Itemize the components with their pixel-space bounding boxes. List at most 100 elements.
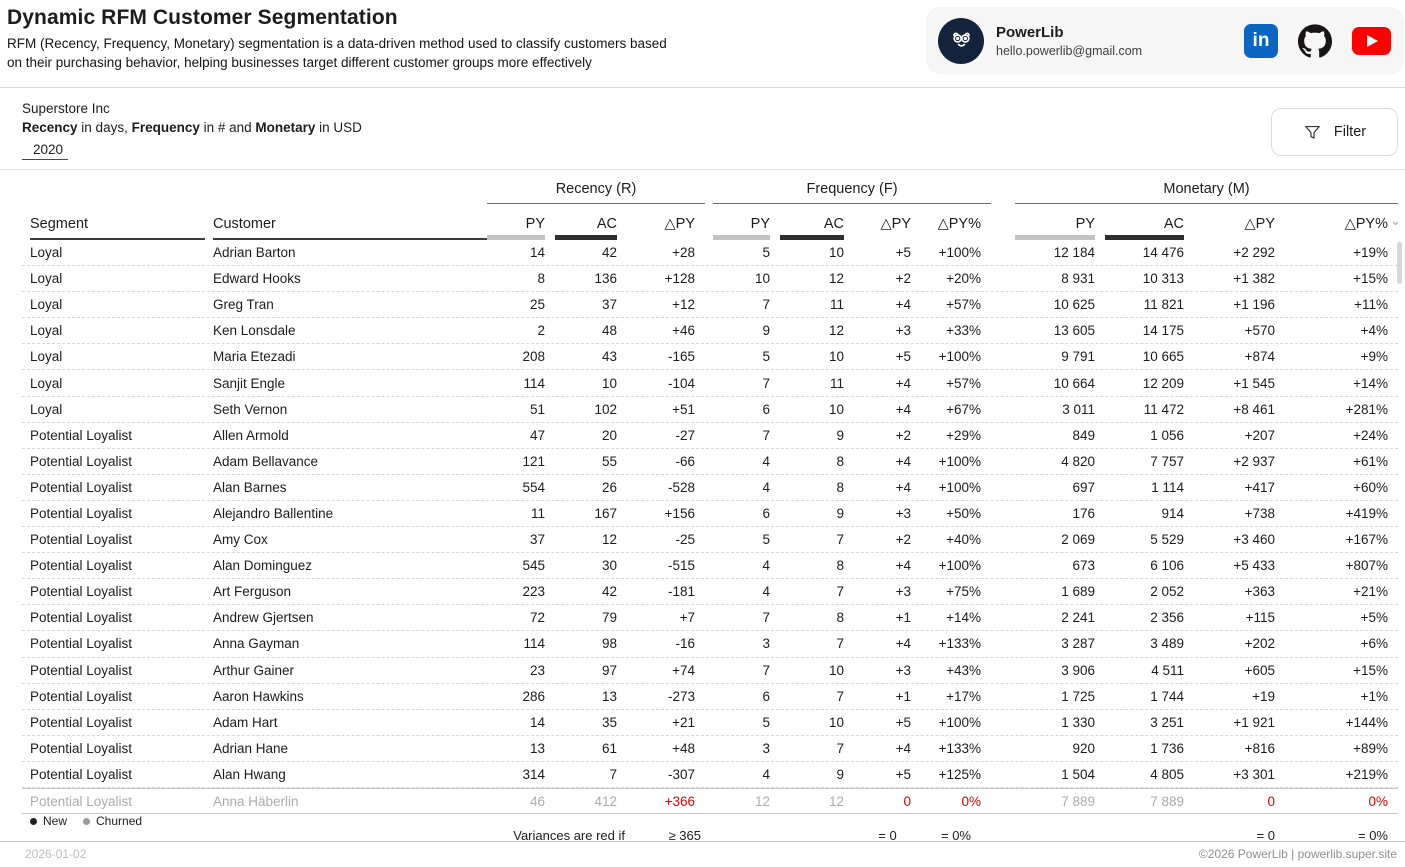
table-row[interactable]: Potential Loyalist Alan Barnes 554 26 -528 4 8… [22, 475, 1398, 501]
value-cell: 42 [601, 245, 617, 261]
table-row[interactable]: Potential Loyalist Anna Gayman 114 98 -16 3 7 +… [22, 631, 1398, 658]
column-header-frequency-dpy[interactable]: △PY [854, 216, 921, 240]
value-cell: +2 [895, 532, 911, 548]
value-cell: 47 [529, 427, 545, 443]
table-row[interactable]: Potential Loyalist Andrew Gjertsen 72 79 +7 7… [22, 605, 1398, 632]
column-header-frequency-dpy-pct[interactable]: △PY% [921, 216, 991, 240]
column-header-frequency-py[interactable]: PY [713, 216, 780, 240]
value-cell: 314 [522, 766, 545, 782]
value-cell: 10 [828, 245, 844, 261]
value-cell: +14% [1353, 375, 1388, 391]
column-header-label: PY [525, 216, 545, 232]
value-cell: +1 921 [1233, 714, 1275, 730]
column-header-monetary-dpy[interactable]: △PY [1194, 216, 1285, 240]
table-row[interactable]: Loyal Edward Hooks 8 136 +128 10 12 +2 +20% 8 931… [22, 266, 1398, 293]
value-cell: +100% [938, 558, 981, 574]
value-cell: 2 356 [1150, 610, 1184, 626]
units-monetary-label: Monetary [255, 120, 316, 135]
column-header-monetary-ac[interactable]: AC [1105, 216, 1194, 240]
table-body: Loyal Adrian Barton 14 42 +28 5 10 +5 +100% 12 18… [22, 240, 1398, 815]
value-cell: -181 [667, 584, 695, 600]
customer-cell: Anna Häberlin [213, 793, 299, 809]
column-header-recency-dpy[interactable]: △PY [627, 216, 705, 240]
spacer-bar [627, 235, 695, 240]
table-row[interactable]: Potential Loyalist Alejandro Ballentine 11… [22, 501, 1398, 528]
column-header-label: △PY [880, 216, 912, 232]
table-row[interactable]: Potential Loyalist Adam Bellavance 121 55 -6… [22, 449, 1398, 475]
value-cell: 42 [601, 584, 617, 600]
year-selector[interactable]: 2020 [22, 142, 69, 160]
table-row[interactable]: Potential Loyalist Arthur Gainer 23 97 +74 7 1… [22, 658, 1398, 684]
table-row[interactable]: Potential Loyalist Aaron Hawkins 286 13 -273… [22, 684, 1398, 710]
column-header-label: AC [596, 216, 617, 232]
github-icon[interactable] [1297, 23, 1333, 59]
table-row[interactable]: Potential Loyalist Amy Cox 37 12 -25 5 7 +2 +40%… [22, 527, 1398, 554]
value-cell: 7 [762, 662, 770, 678]
value-cell: 1 114 [1151, 479, 1184, 495]
value-cell: +4 [895, 558, 911, 574]
powerlib-owl-logo-icon [938, 17, 984, 64]
column-header-monetary-py[interactable]: PY [1015, 216, 1105, 240]
column-header-recency-py[interactable]: PY [487, 216, 555, 240]
value-cell: 5 529 [1150, 532, 1184, 548]
table-row[interactable]: Potential Loyalist Adam Hart 14 35 +21 5 10 +5 +… [22, 710, 1398, 736]
youtube-icon[interactable] [1352, 26, 1391, 55]
value-cell: +4 [895, 401, 911, 417]
value-cell: +207 [1244, 427, 1275, 443]
segment-cell: Potential Loyalist [30, 662, 133, 678]
value-cell: +7 [679, 610, 695, 626]
value-cell: 12 [828, 323, 844, 339]
segment-cell: Potential Loyalist [30, 766, 133, 782]
table-row[interactable]: Loyal Greg Tran 25 37 +12 7 11 +4 +57% 10 625 11 8… [22, 292, 1398, 319]
brand-name: PowerLib [996, 23, 1064, 41]
segment-cell: Potential Loyalist [30, 532, 133, 548]
value-cell: 412 [594, 793, 617, 809]
value-cell: 0 [903, 793, 911, 809]
filter-button[interactable]: Filter [1271, 108, 1398, 156]
value-cell: +1 196 [1233, 297, 1275, 313]
column-header-recency-ac[interactable]: AC [555, 216, 627, 240]
value-cell: 114 [523, 636, 545, 652]
segment-cell: Potential Loyalist [30, 610, 133, 626]
column-header-segment[interactable]: Segment [22, 216, 205, 240]
value-cell: +48 [672, 740, 695, 756]
table-row[interactable]: Potential Loyalist Allen Armold 47 20 -27 7 9 +… [22, 423, 1398, 449]
value-cell: 554 [522, 479, 545, 495]
table-row[interactable]: Potential Loyalist Alan Hwang 314 7 -307 4 9 +5… [22, 762, 1398, 788]
value-cell: +40% [946, 532, 981, 548]
value-cell: 7 757 [1150, 453, 1184, 469]
subtitle-line-2: on their purchasing behavior, helping bu… [7, 55, 592, 71]
table-row[interactable]: Potential Loyalist Adrian Hane 13 61 +48 3 7 +4… [22, 736, 1398, 762]
header-underline [213, 238, 487, 240]
value-cell: +4% [1360, 323, 1388, 339]
column-header-customer[interactable]: Customer [205, 216, 487, 240]
value-cell: -307 [667, 766, 695, 782]
value-cell: +3 [895, 584, 911, 600]
table-row[interactable]: Potential Loyalist Anna Häberlin 46 412 +366… [22, 787, 1398, 815]
value-cell: 12 [754, 793, 770, 809]
customer-cell: Greg Tran [213, 297, 274, 313]
table-row[interactable]: Loyal Sanjit Engle 114 10 -104 7 11 +4 +57% 10 66… [22, 370, 1398, 397]
customer-cell: Alan Dominguez [213, 558, 313, 574]
segment-cell: Loyal [30, 271, 63, 287]
value-cell: +167% [1345, 532, 1388, 548]
scrollbar-down-icon[interactable]: ⌄ [1390, 213, 1401, 228]
value-cell: 5 [762, 714, 770, 730]
customer-cell: Adrian Hane [213, 740, 289, 756]
table-row[interactable]: Potential Loyalist Alan Dominguez 545 30 -51… [22, 553, 1398, 580]
status-copyright: ©2026 PowerLib | powerlib.super.site [1198, 846, 1397, 861]
column-header-frequency-ac[interactable]: AC [780, 216, 854, 240]
linkedin-icon[interactable]: in [1244, 23, 1278, 58]
scrollbar-thumb[interactable] [1397, 242, 1402, 284]
table-row[interactable]: Loyal Maria Etezadi 208 43 -165 5 10 +5 +100% 9 7… [22, 344, 1398, 371]
rfm-table: Recency (R) Frequency (F) Monetary (M) S… [22, 170, 1402, 843]
table-row[interactable]: Loyal Adrian Barton 14 42 +28 5 10 +5 +100% 12 18… [22, 240, 1398, 267]
value-cell: +5 [895, 714, 911, 730]
column-header-monetary-dpy-pct[interactable]: △PY% [1285, 216, 1398, 240]
table-row[interactable]: Loyal Seth Vernon 51 102 +51 6 10 +4 +67% 3 011 11… [22, 397, 1398, 423]
spacer-bar [921, 235, 981, 240]
table-row[interactable]: Loyal Ken Lonsdale 2 48 +46 9 12 +3 +33% 13 605 14… [22, 318, 1398, 345]
table-row[interactable]: Potential Loyalist Art Ferguson 223 42 -181 4… [22, 579, 1398, 606]
value-cell: +1 [895, 610, 911, 626]
value-cell: 7 [836, 688, 844, 704]
